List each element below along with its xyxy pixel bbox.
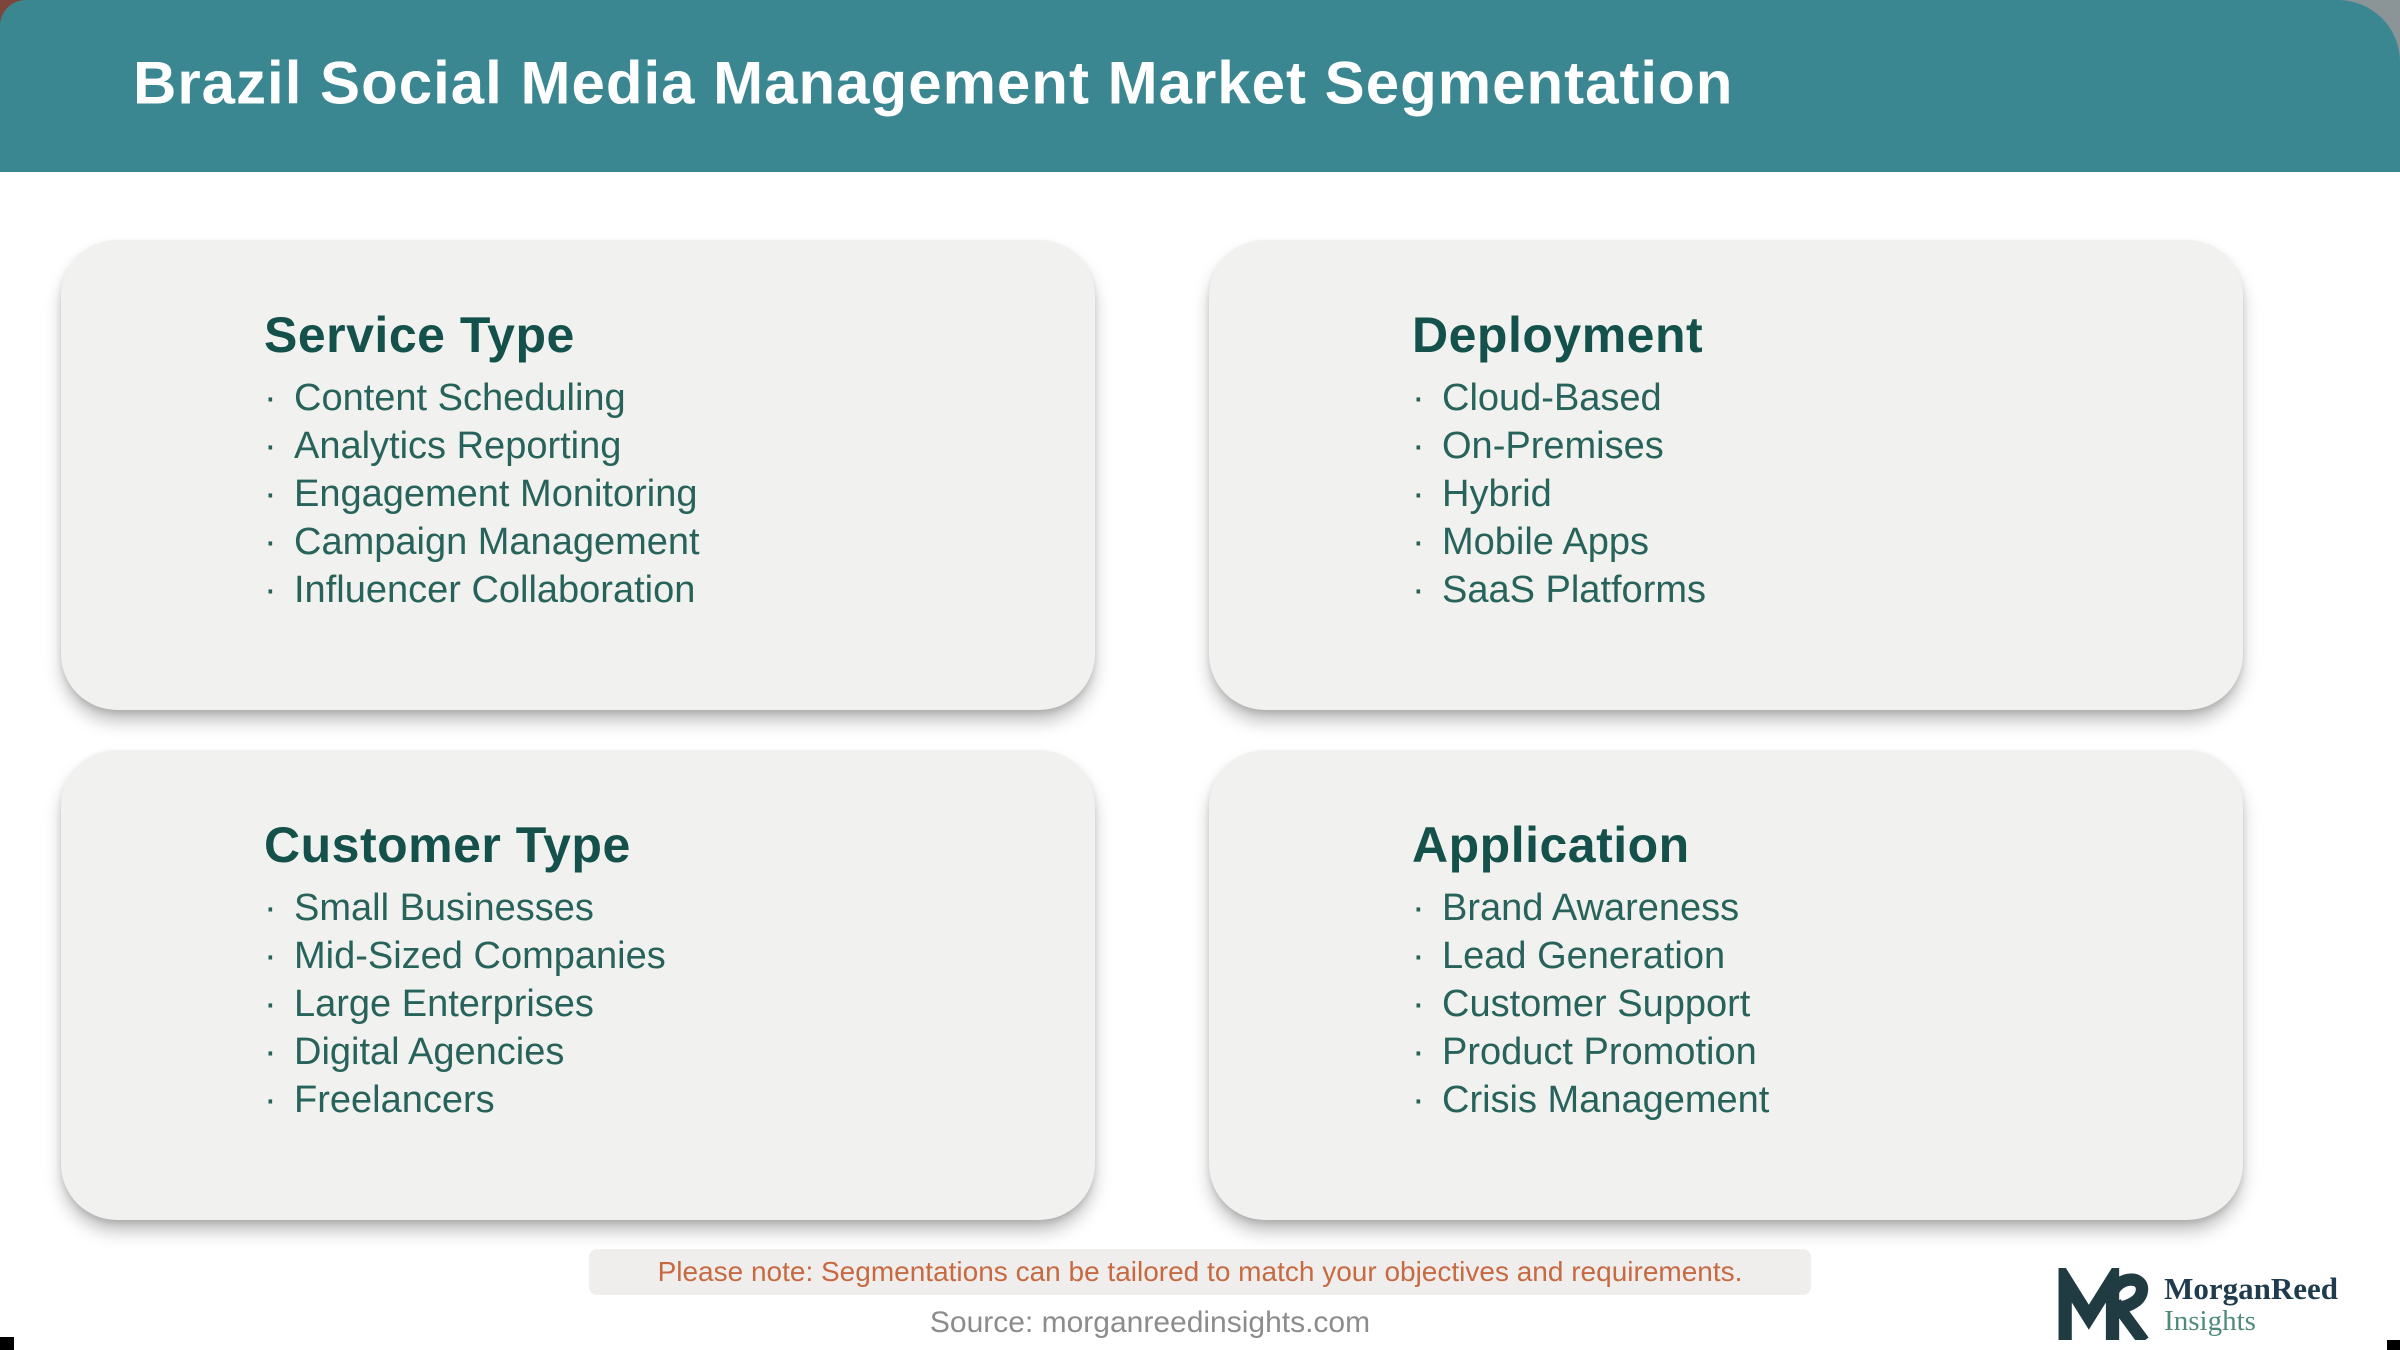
list-item: · Engagement Monitoring	[264, 470, 1055, 518]
bullet-icon: ·	[1412, 425, 1425, 467]
card-customer-type: Customer Type · Small Businesses · Mid-Size…	[61, 750, 1095, 1220]
card-list-customer-type: · Small Businesses · Mid-Sized Companies · La…	[264, 884, 1055, 1124]
list-item: · Campaign Management	[264, 518, 1055, 566]
list-item-label: Hybrid	[1442, 473, 1552, 515]
bullet-icon: ·	[264, 983, 277, 1025]
bullet-icon: ·	[264, 521, 277, 563]
card-application: Application · Brand Awareness · Lead Genera…	[1209, 750, 2243, 1220]
card-list-application: · Brand Awareness · Lead Generation · Custome…	[1412, 884, 2203, 1124]
list-item: · Customer Support	[1412, 980, 2203, 1028]
bullet-icon: ·	[264, 1031, 277, 1073]
edge-notch-bottom-left	[0, 1337, 14, 1350]
bullet-icon: ·	[264, 887, 277, 929]
list-item: · Lead Generation	[1412, 932, 2203, 980]
list-item: · Small Businesses	[264, 884, 1055, 932]
list-item: · SaaS Platforms	[1412, 566, 2203, 614]
list-item: · Content Scheduling	[264, 374, 1055, 422]
list-item: · Brand Awareness	[1412, 884, 2203, 932]
list-item-label: Engagement Monitoring	[294, 473, 698, 515]
list-item: · Mid-Sized Companies	[264, 932, 1055, 980]
list-item-label: Mid-Sized Companies	[294, 935, 666, 977]
list-item-label: Digital Agencies	[294, 1031, 565, 1073]
list-item-label: SaaS Platforms	[1442, 569, 1706, 611]
edge-notch-bottom-right	[2387, 1340, 2400, 1350]
morganreed-logo: MorganReed Insights	[2056, 1268, 2338, 1340]
bullet-icon: ·	[1412, 521, 1425, 563]
bullet-icon: ·	[1412, 1079, 1425, 1121]
mr-monogram-icon	[2058, 1268, 2149, 1340]
card-deployment: Deployment · Cloud-Based · On-Premises · Hybr…	[1209, 240, 2243, 710]
bullet-icon: ·	[264, 935, 277, 977]
list-item-label: Content Scheduling	[294, 377, 626, 419]
list-item: · Hybrid	[1412, 470, 2203, 518]
note-text: Please note: Segmentations can be tailor…	[657, 1256, 1743, 1287]
bullet-icon: ·	[1412, 887, 1425, 929]
card-list-deployment: · Cloud-Based · On-Premises · Hybrid · Mobile A…	[1412, 374, 2203, 614]
list-item: · Large Enterprises	[264, 980, 1055, 1028]
list-item: · Analytics Reporting	[264, 422, 1055, 470]
list-item: · Mobile Apps	[1412, 518, 2203, 566]
bullet-icon: ·	[1412, 569, 1425, 611]
list-item: · Freelancers	[264, 1076, 1055, 1124]
list-item: · On-Premises	[1412, 422, 2203, 470]
list-item-label: Cloud-Based	[1442, 377, 1662, 419]
list-item-label: Mobile Apps	[1442, 521, 1650, 563]
card-title-customer-type: Customer Type	[264, 817, 631, 873]
logo-wordmark: MorganReed Insights	[2164, 1273, 2338, 1336]
bullet-icon: ·	[264, 473, 277, 515]
card-list-service-type: · Content Scheduling · Analytics Reporting ·…	[264, 374, 1055, 614]
list-item-label: Crisis Management	[1442, 1079, 1770, 1121]
list-item: · Cloud-Based	[1412, 374, 2203, 422]
bullet-icon: ·	[1412, 1031, 1425, 1073]
bullet-icon: ·	[264, 377, 277, 419]
list-item-label: Lead Generation	[1442, 935, 1726, 977]
card-title-service-type: Service Type	[264, 307, 575, 363]
bullet-icon: ·	[264, 425, 277, 467]
page-title: Brazil Social Media Management Market Se…	[133, 49, 1734, 117]
list-item: · Digital Agencies	[264, 1028, 1055, 1076]
card-title-deployment: Deployment	[1412, 307, 1704, 363]
list-item-label: Brand Awareness	[1442, 887, 1740, 929]
logo-subname: Insights	[2164, 1304, 2256, 1337]
list-item: · Crisis Management	[1412, 1076, 2203, 1124]
list-item-label: Analytics Reporting	[294, 425, 622, 467]
logo-name: MorganReed	[2164, 1270, 2338, 1306]
list-item-label: Freelancers	[294, 1079, 495, 1121]
bullet-icon: ·	[1412, 983, 1425, 1025]
card-service-type: Service Type · Content Scheduling · Analyti…	[61, 240, 1095, 710]
note-banner: Please note: Segmentations can be tailor…	[589, 1249, 1811, 1295]
list-item: · Influencer Collaboration	[264, 566, 1055, 614]
list-item-label: Product Promotion	[1442, 1031, 1757, 1073]
list-item-label: On-Premises	[1442, 425, 1664, 467]
card-title-application: Application	[1412, 817, 1690, 873]
list-item-label: Influencer Collaboration	[294, 569, 696, 611]
bullet-icon: ·	[1412, 935, 1425, 977]
bullet-icon: ·	[1412, 473, 1425, 515]
header-bar: Brazil Social Media Management Market Se…	[0, 0, 2400, 172]
list-item-label: Small Businesses	[294, 887, 594, 929]
list-item-label: Campaign Management	[294, 521, 700, 563]
bullet-icon: ·	[1412, 377, 1425, 419]
list-item-label: Large Enterprises	[294, 983, 594, 1025]
list-item-label: Customer Support	[1442, 983, 1751, 1025]
source-text: Source: morganreedinsights.com	[929, 1306, 1371, 1339]
bullet-icon: ·	[264, 569, 277, 611]
list-item: · Product Promotion	[1412, 1028, 2203, 1076]
bullet-icon: ·	[264, 1079, 277, 1121]
